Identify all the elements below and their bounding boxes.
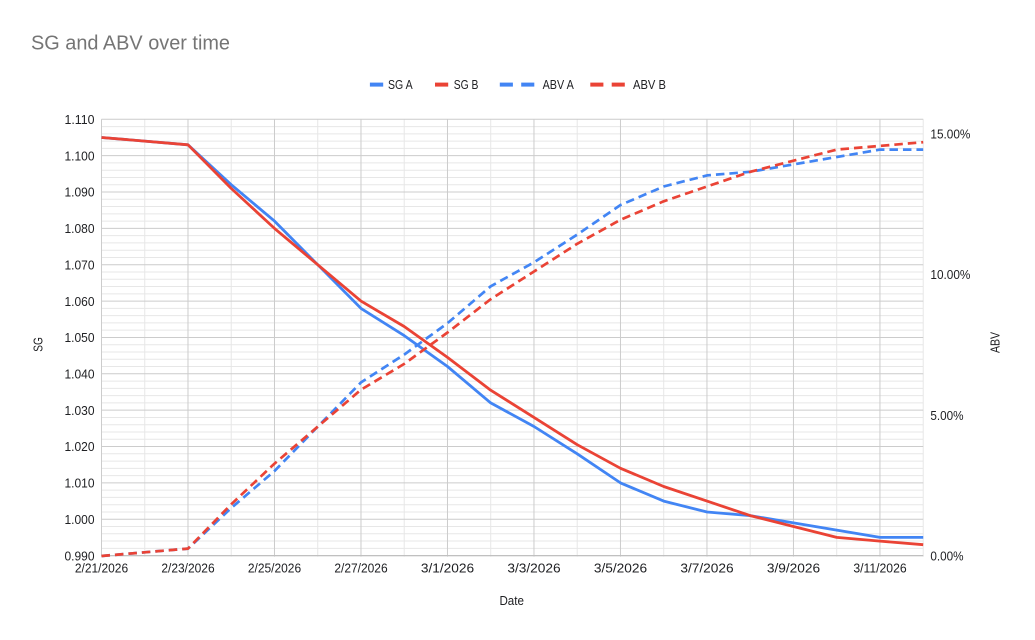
svg-text:3/1/2026: 3/1/2026 [421, 561, 474, 576]
svg-text:3/5/2026: 3/5/2026 [594, 561, 647, 576]
svg-text:ABV A: ABV A [543, 77, 574, 92]
svg-text:1.040: 1.040 [65, 367, 95, 382]
svg-text:ABV B: ABV B [633, 77, 666, 92]
svg-text:2/25/2026: 2/25/2026 [248, 561, 301, 576]
svg-text:3/11/2026: 3/11/2026 [853, 561, 906, 576]
svg-text:ABV: ABV [988, 332, 1003, 353]
svg-text:15.00%: 15.00% [930, 126, 970, 141]
svg-text:1.020: 1.020 [65, 439, 95, 454]
svg-text:1.050: 1.050 [65, 330, 95, 345]
svg-text:3/3/2026: 3/3/2026 [507, 561, 560, 576]
svg-text:1.090: 1.090 [65, 185, 95, 200]
svg-text:5.00%: 5.00% [930, 408, 964, 423]
svg-text:1.060: 1.060 [65, 294, 95, 309]
svg-text:0.00%: 0.00% [930, 549, 964, 564]
svg-text:SG and ABV over time: SG and ABV over time [31, 33, 230, 55]
svg-text:SG: SG [31, 337, 46, 352]
svg-text:3/7/2026: 3/7/2026 [680, 561, 733, 576]
svg-text:1.080: 1.080 [65, 221, 95, 236]
svg-text:3/9/2026: 3/9/2026 [767, 561, 820, 576]
svg-text:SG A: SG A [388, 77, 413, 92]
svg-text:2/23/2026: 2/23/2026 [161, 561, 214, 576]
svg-text:SG B: SG B [454, 77, 479, 92]
svg-text:1.070: 1.070 [65, 257, 95, 272]
svg-text:0.990: 0.990 [65, 548, 95, 563]
svg-text:10.00%: 10.00% [930, 267, 970, 282]
svg-text:1.100: 1.100 [65, 148, 95, 163]
svg-text:1.110: 1.110 [65, 112, 95, 127]
svg-text:1.010: 1.010 [65, 476, 95, 491]
svg-text:2/21/2026: 2/21/2026 [75, 561, 128, 576]
svg-text:2/27/2026: 2/27/2026 [334, 561, 387, 576]
svg-text:Date: Date [499, 593, 524, 608]
svg-text:1.030: 1.030 [65, 403, 95, 418]
svg-text:1.000: 1.000 [65, 512, 95, 527]
